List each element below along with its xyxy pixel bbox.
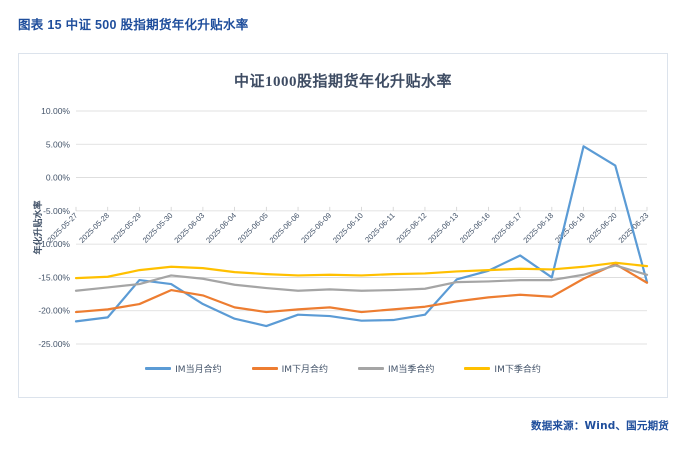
legend-swatch-icon	[251, 367, 278, 370]
x-axis-tick-label: 2025-06-17	[490, 211, 524, 245]
series-line-IM当季合约	[74, 264, 649, 292]
x-axis-tick-label: 2025-06-09	[299, 211, 333, 245]
chart-title: 中证1000股指期货年化升贴水率	[233, 74, 452, 90]
y-axis-tick-label: -10.00%	[38, 239, 70, 249]
series-line-IM下季合约	[74, 261, 649, 280]
series-line-IM当月合约	[74, 145, 649, 328]
data-source-note: 数据来源：Wind、国元期货	[531, 420, 669, 432]
legend-label: IM下月合约	[281, 365, 328, 375]
x-axis-tick-label: 2025-06-20	[585, 211, 619, 245]
legend-swatch-icon	[464, 367, 491, 370]
x-axis-tick-label: 2025-05-30	[141, 211, 175, 245]
legend-item-IM下季合约[interactable]: IM下季合约	[464, 362, 541, 375]
legend-item-IM当季合约[interactable]: IM当季合约	[358, 362, 434, 375]
x-axis-tick-label: 2025-06-18	[521, 211, 555, 245]
x-axis-tick-label: 2025-06-04	[204, 211, 238, 245]
x-axis-tick-label: 2025-06-06	[268, 211, 302, 245]
figure-caption: 图表 15 中证 500 股指期货年化升贴水率	[18, 18, 249, 32]
x-axis-tick-label: 2025-05-29	[109, 211, 143, 245]
legend-label: IM当季合约	[388, 365, 435, 375]
x-axis-tick-label: 2025-06-16	[458, 211, 492, 245]
x-axis-tick-label: 2025-06-12	[395, 211, 429, 245]
y-axis-tick-label: -5.00%	[43, 206, 70, 216]
y-axis-tick-label: -25.00%	[38, 339, 70, 349]
chart-card: 中证1000股指期货年化升贴水率 10.00% 5.00% 0.00% -5.00% -…	[18, 53, 668, 398]
x-axis-tick-label: 2025-06-19	[553, 211, 587, 245]
legend-swatch-icon	[145, 367, 172, 370]
x-axis-tick-label: 2025-05-28	[77, 211, 111, 245]
x-axis-tick-label: 2025-06-11	[363, 211, 396, 244]
x-axis-tick-label: 2025-06-10	[331, 211, 365, 245]
y-axis-tick-label: 5.00%	[46, 139, 71, 149]
legend-label: IM下季合约	[494, 365, 541, 375]
y-axis-tick-label: 0.00%	[46, 173, 71, 183]
x-axis-tick-label: 2025-06-23	[617, 211, 651, 245]
legend-label: IM当月合约	[175, 365, 222, 375]
x-axis-tick-label: 2025-06-05	[236, 211, 270, 245]
chart-legend: IM当月合约 IM下月合约 IM当季合约 IM下季合约	[19, 362, 667, 375]
legend-item-IM当月合约[interactable]: IM当月合约	[145, 362, 222, 375]
x-axis-tick-label: 2025-06-03	[172, 211, 206, 245]
y-axis-tick-label: -20.00%	[38, 306, 70, 316]
legend-item-IM下月合约[interactable]: IM下月合约	[251, 362, 328, 375]
series-line-IM下月合约	[74, 263, 649, 314]
y-axis-tick-label: 10.00%	[41, 106, 70, 116]
legend-swatch-icon	[358, 367, 384, 370]
line-chart-svg: 10.00% 5.00% 0.00% -5.00% -10.00% -15.00% -20.…	[32, 106, 651, 349]
x-axis-tick-label: 2025-06-13	[426, 211, 460, 245]
plot-area: 10.00% 5.00% 0.00% -5.00% -10.00% -15.00% -20.…	[19, 54, 669, 399]
y-axis-title: 年化升贴水率	[32, 200, 44, 254]
y-axis-tick-label: -15.00%	[38, 272, 70, 282]
